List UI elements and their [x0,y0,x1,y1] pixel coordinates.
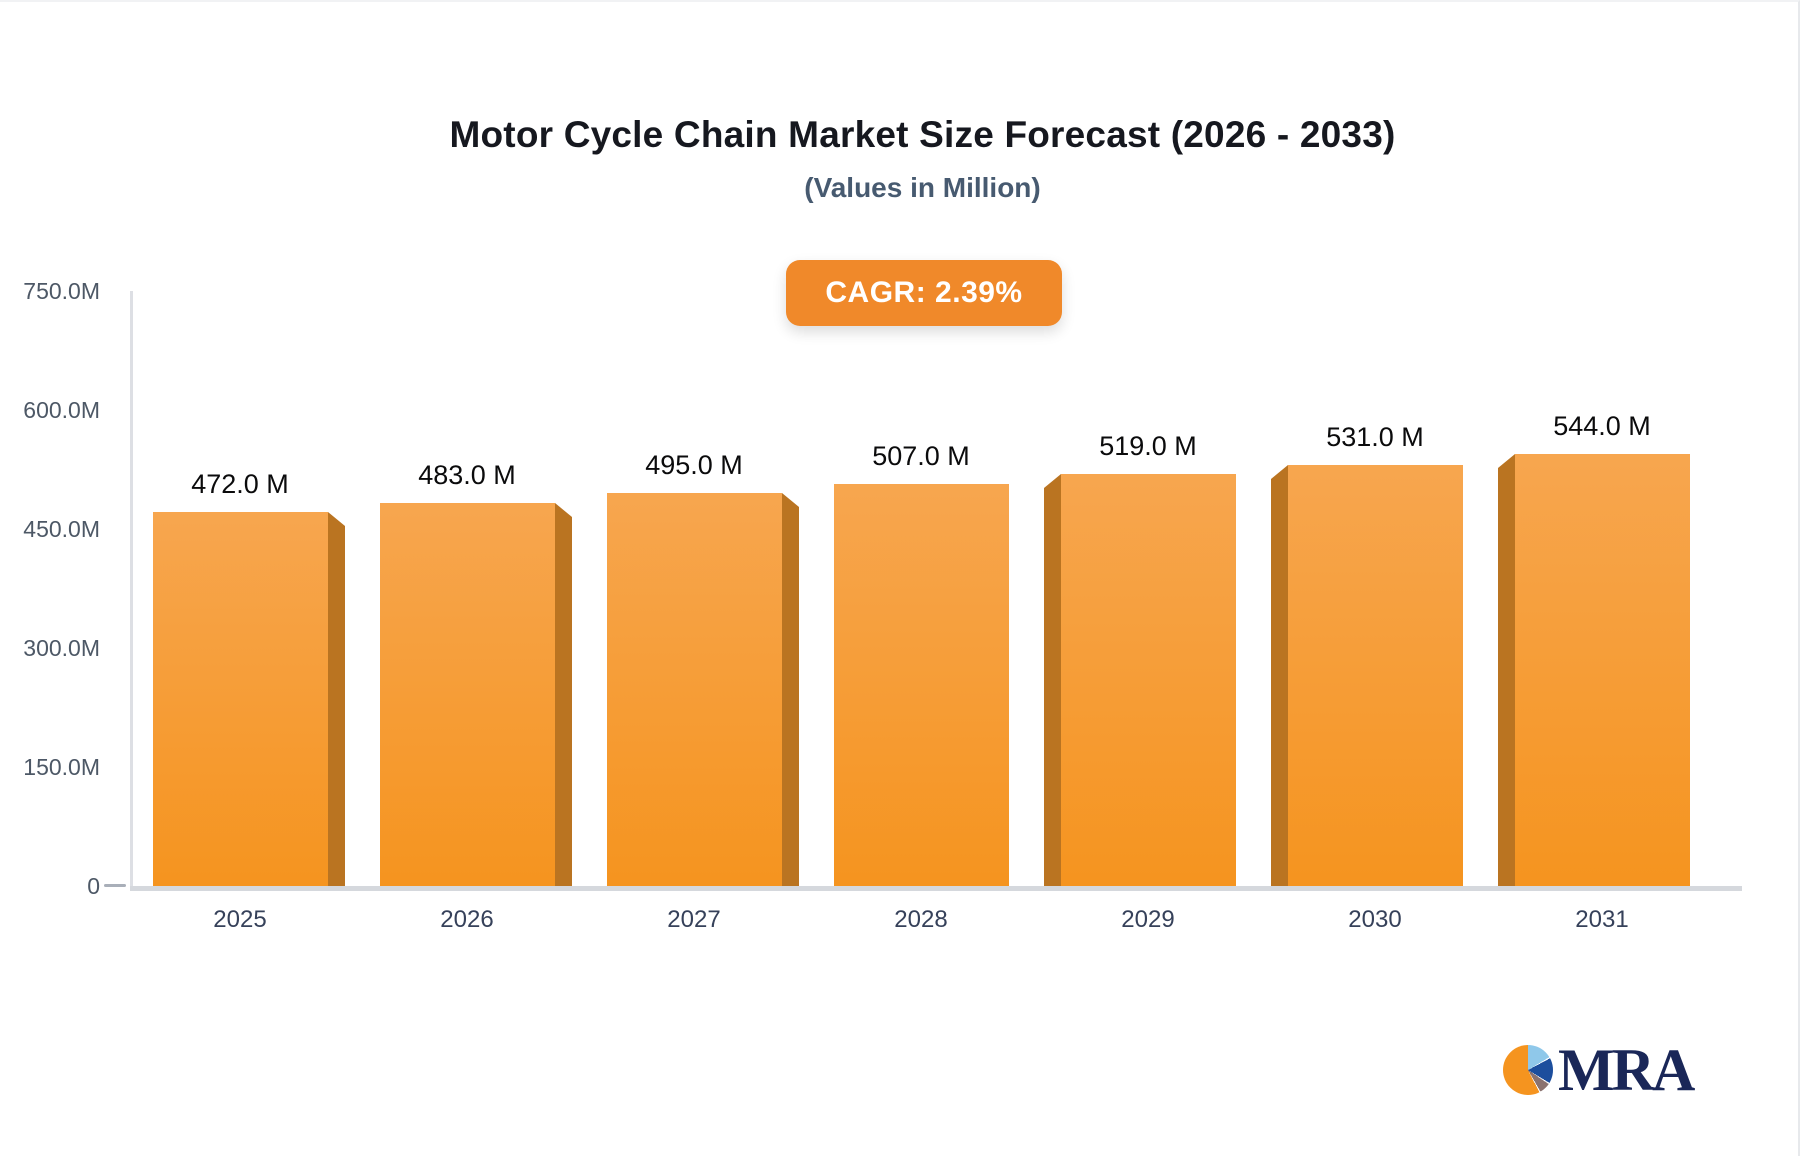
bar-side-face [1043,474,1061,886]
pie-chart-logo-icon [1503,1045,1553,1095]
bar-2030 [1270,465,1463,886]
bar-value-label: 472.0 M [191,469,289,499]
brand-logo: MRA [1503,1037,1695,1103]
x-axis-label: 2028 [894,906,948,933]
bar-value-label: 544.0 M [1553,411,1651,441]
y-axis-tick-label: 0 [87,873,100,899]
bar-front-face [1060,474,1236,886]
y-axis-tick-label: 300.0M [23,635,100,661]
y-axis-tick-label: 150.0M [23,754,100,780]
x-axis-label: 2027 [667,906,721,933]
bar-front-face [833,484,1009,886]
zero-tick-mark [104,884,126,887]
bar-side-face [554,503,572,886]
y-axis-tick-label: 450.0M [23,516,100,542]
x-axis-label: 2031 [1575,906,1629,933]
x-axis-baseline [130,886,1742,891]
bar-side-face [327,512,345,886]
x-axis-label: 2029 [1121,906,1175,933]
bar-2026 [379,503,572,886]
bar-2028 [833,484,1009,886]
bar-side-face [781,493,799,886]
bar-value-label: 519.0 M [1099,431,1197,461]
logo-text: MRA [1558,1037,1695,1103]
x-axis-label: 2030 [1348,906,1402,933]
bar-value-label: 531.0 M [1326,422,1424,452]
bar-2027 [606,493,799,886]
bar-front-face [379,503,555,886]
y-axis-tick-label: 600.0M [23,397,100,423]
bar-2029 [1043,474,1236,886]
x-axis-label: 2025 [213,906,267,933]
cagr-badge: CAGR: 2.39% [786,260,1062,326]
y-axis-line [130,291,133,889]
bar-2031 [1497,454,1690,886]
x-axis-label: 2026 [440,906,494,933]
bar-2025 [152,512,345,886]
bar-front-face [1514,454,1690,886]
bar-value-label: 483.0 M [418,460,516,490]
bar-value-label: 495.0 M [645,450,743,480]
y-axis-tick-label: 750.0M [23,278,100,304]
bar-front-face [152,512,328,886]
chart-subtitle: (Values in Million) [804,172,1041,203]
bar-value-label: 507.0 M [872,441,970,471]
chart-title: Motor Cycle Chain Market Size Forecast (… [449,114,1396,155]
bar-front-face [1287,465,1463,886]
bar-front-face [606,493,782,886]
bar-side-face [1497,454,1515,886]
bar-side-face [1270,465,1288,886]
